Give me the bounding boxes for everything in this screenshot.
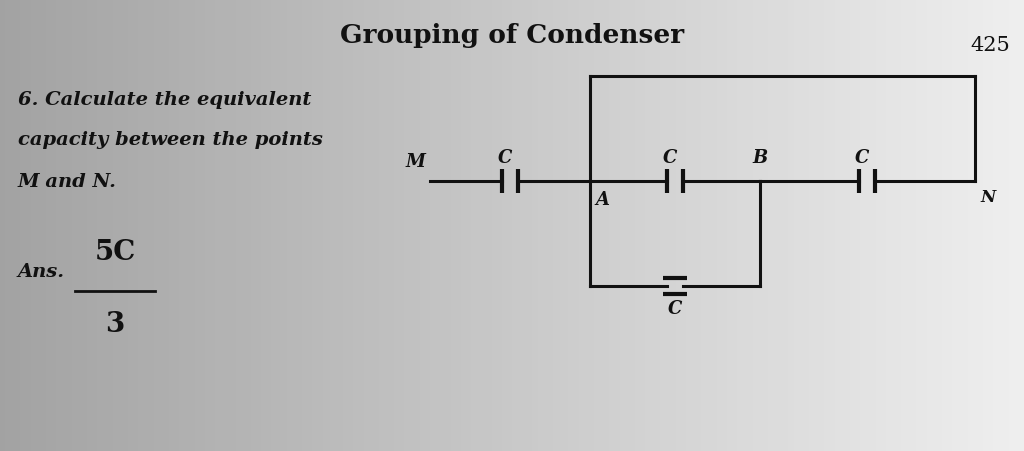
Text: Ans.: Ans. (18, 263, 65, 281)
Text: 6. Calculate the equivalent: 6. Calculate the equivalent (18, 91, 311, 109)
Text: 3: 3 (105, 311, 125, 338)
Text: M and N.: M and N. (18, 173, 117, 191)
Text: 5C: 5C (94, 239, 135, 266)
Text: capacity between the points: capacity between the points (18, 131, 323, 149)
Text: 425: 425 (971, 36, 1010, 55)
Text: C: C (668, 300, 682, 318)
Text: C: C (498, 149, 512, 167)
Text: B: B (752, 149, 767, 167)
Text: N: N (980, 189, 995, 206)
Text: A: A (595, 191, 609, 209)
Text: Grouping of Condenser: Grouping of Condenser (340, 23, 684, 48)
Text: M: M (406, 153, 425, 171)
Text: C: C (855, 149, 869, 167)
Text: C: C (663, 149, 677, 167)
